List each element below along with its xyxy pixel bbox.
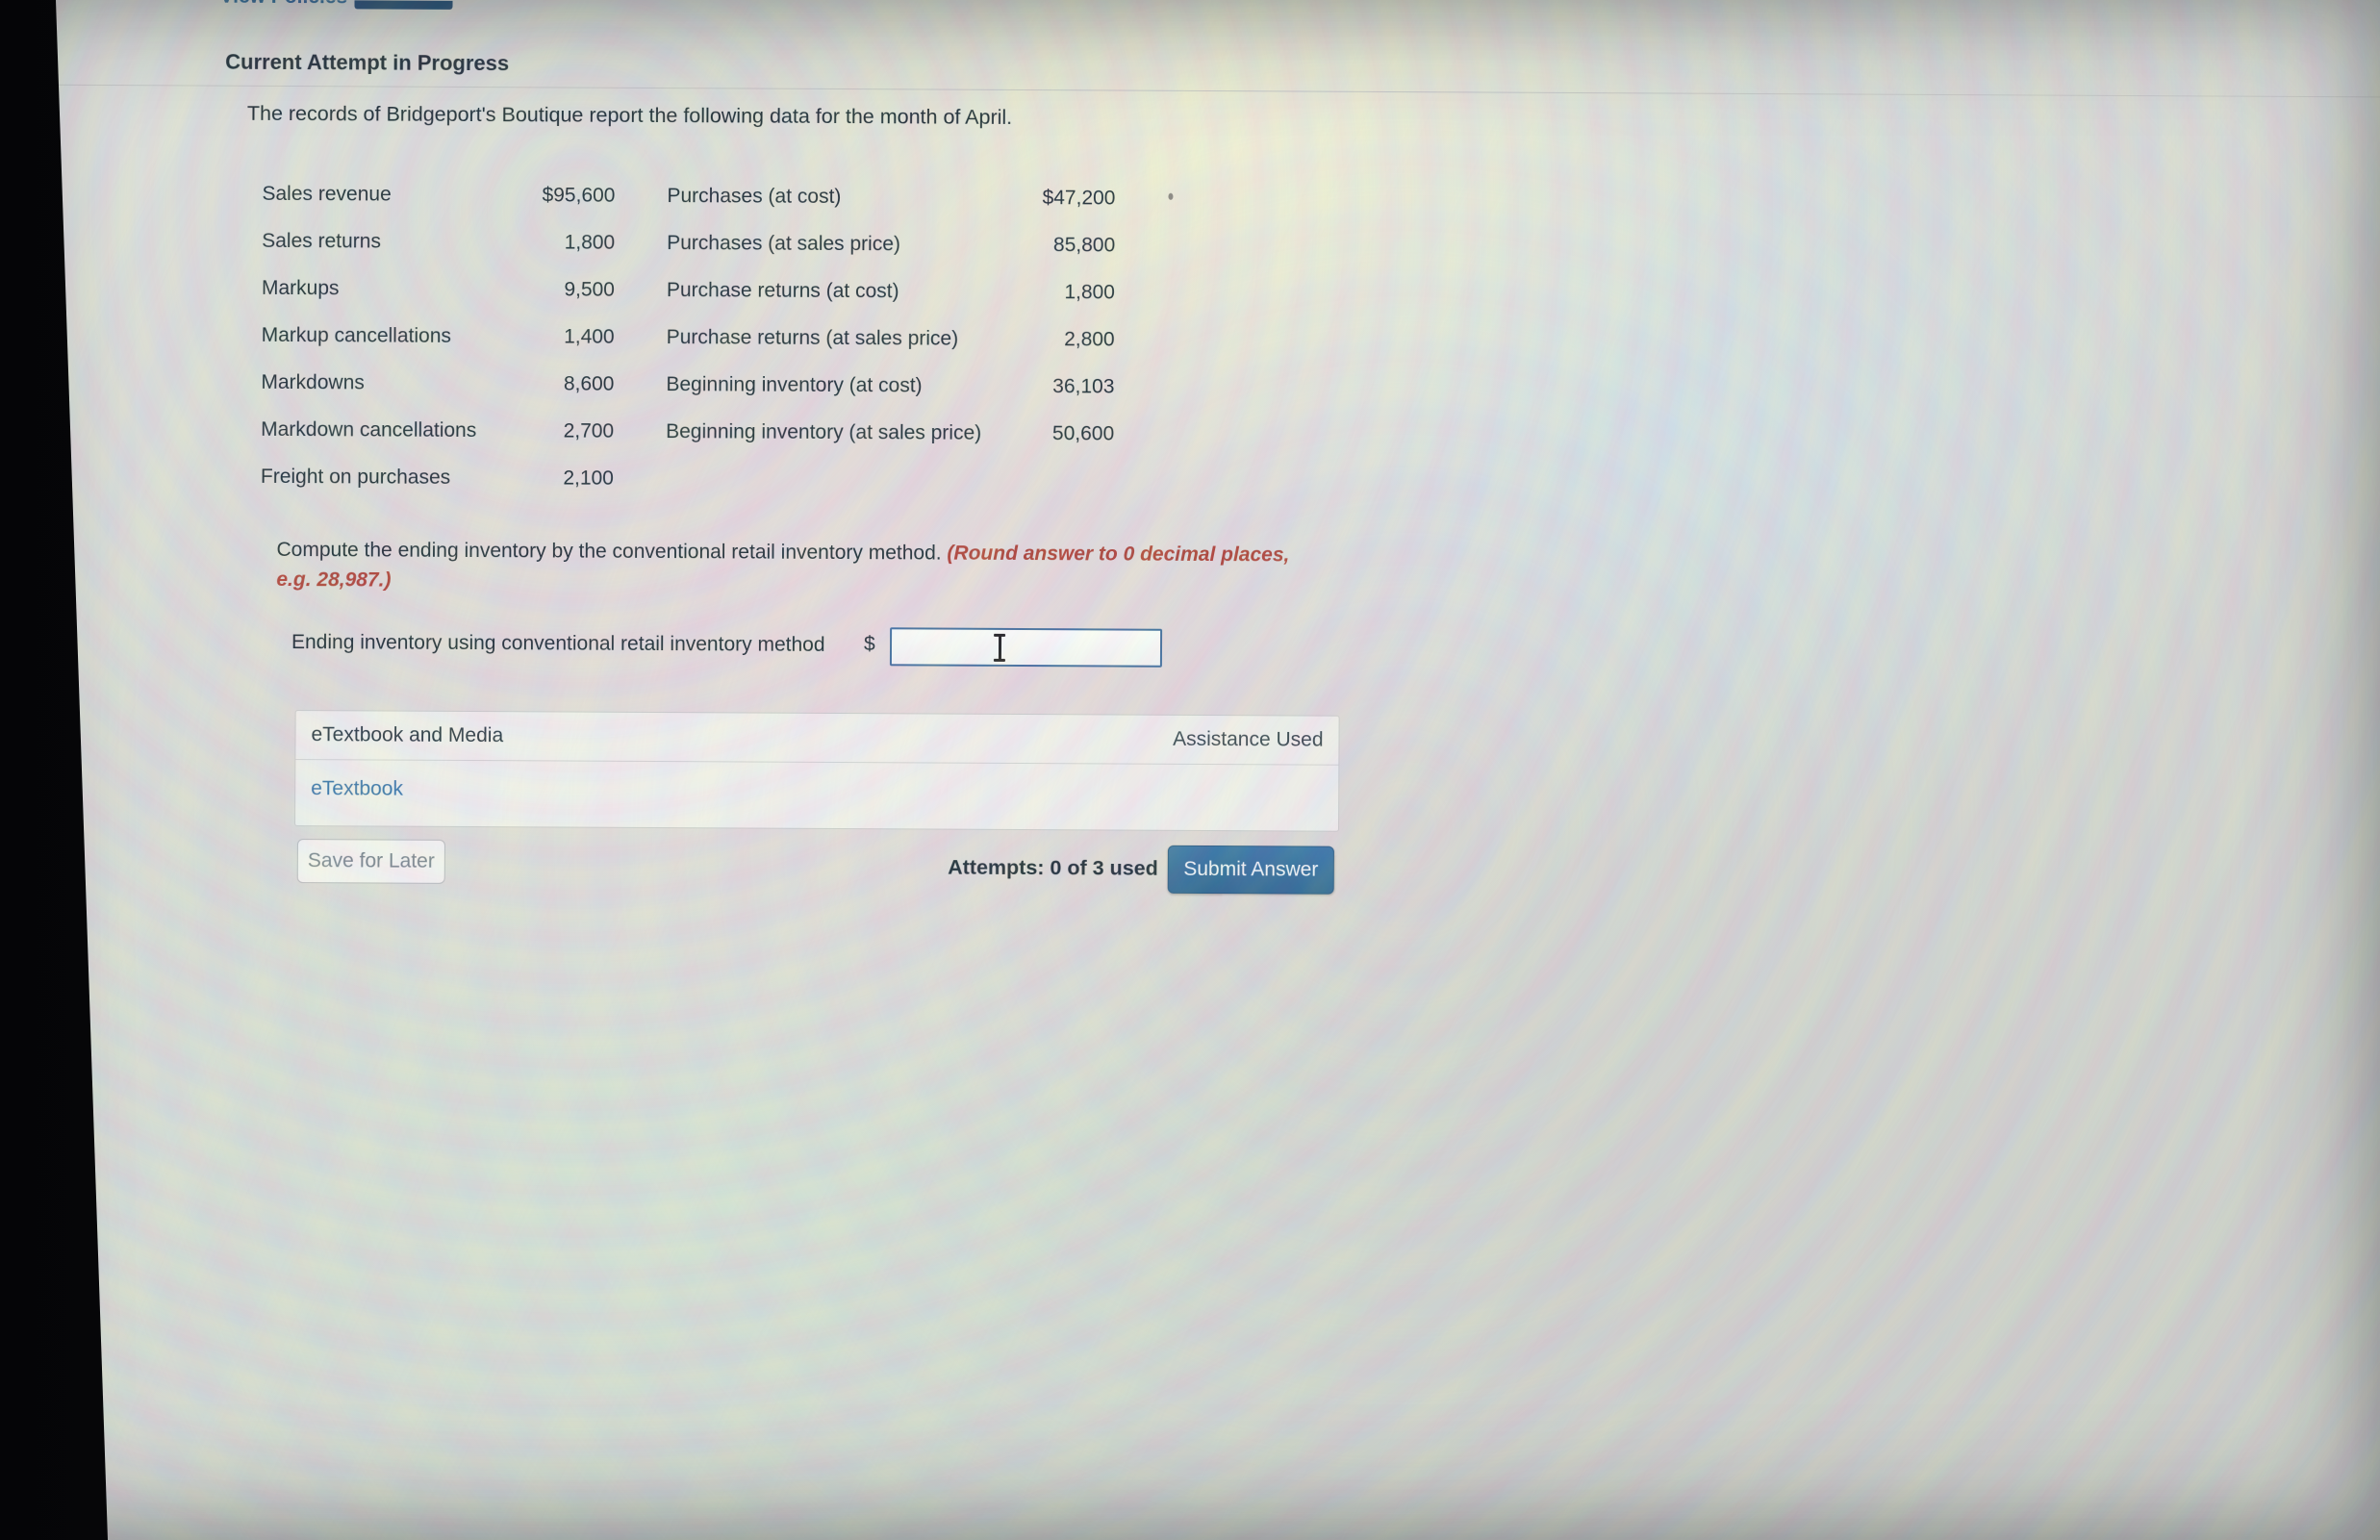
instructions-text: Compute the ending inventory by the conv… xyxy=(276,538,948,565)
row-label: Markups xyxy=(261,276,340,299)
table-row: Purchase returns (at sales price) 2,800 xyxy=(667,314,1115,363)
row-label: Purchases (at cost) xyxy=(667,184,842,208)
table-row: Markdowns 8,600 xyxy=(261,359,614,408)
etextbook-media-body: eTextbook xyxy=(295,760,1338,823)
dust-speck xyxy=(1168,192,1174,200)
data-table-left: Sales revenue $95,600 Sales returns 1,80… xyxy=(261,170,616,502)
row-label: Markup cancellations xyxy=(261,323,452,347)
row-value: 2,800 xyxy=(1064,327,1115,350)
row-value: 36,103 xyxy=(1052,374,1115,397)
row-label: Sales returns xyxy=(262,229,382,253)
row-label: Freight on purchases xyxy=(260,465,451,489)
rounding-note: (Round answer to 0 decimal places, xyxy=(947,542,1290,567)
row-value: 8,600 xyxy=(563,372,615,395)
cut-off-toolbar-fragment xyxy=(354,0,453,10)
row-value: 1,800 xyxy=(1064,280,1116,304)
row-label: Markdown cancellations xyxy=(261,417,477,442)
row-label: Purchases (at sales price) xyxy=(667,231,901,255)
section-title: Current Attempt in Progress xyxy=(225,49,510,76)
rounding-note-example: e.g. 28,987.) xyxy=(276,568,392,592)
row-value: $47,200 xyxy=(1042,186,1116,210)
row-label: Sales revenue xyxy=(262,182,392,206)
submit-answer-button[interactable]: Submit Answer xyxy=(1167,845,1334,895)
table-row: Purchases (at cost) $47,200 xyxy=(667,172,1115,221)
row-label: Beginning inventory (at cost) xyxy=(666,372,923,396)
row-value: 85,800 xyxy=(1052,233,1116,257)
table-row: Markups 9,500 xyxy=(262,265,615,314)
row-value: 2,700 xyxy=(563,419,615,442)
table-row: Freight on purchases 2,100 xyxy=(261,453,614,502)
table-row: Markup cancellations 1,400 xyxy=(262,312,615,361)
row-value: 1,400 xyxy=(564,325,615,348)
text-cursor-ibeam xyxy=(992,634,1007,662)
table-row: Beginning inventory (at sales price) 50,… xyxy=(666,408,1114,457)
table-row: Sales returns 1,800 xyxy=(262,217,615,266)
answer-label: Ending inventory using conventional reta… xyxy=(291,631,825,656)
row-label: Purchase returns (at cost) xyxy=(666,278,899,302)
assistance-used-link[interactable]: Assistance Used xyxy=(1173,727,1324,751)
etextbook-media-title[interactable]: eTextbook and Media xyxy=(311,723,504,747)
answer-input[interactable] xyxy=(889,627,1163,668)
table-row: Sales revenue $95,600 xyxy=(262,170,615,219)
instructions: Compute the ending inventory by the conv… xyxy=(276,535,1358,600)
row-value: $95,600 xyxy=(542,183,616,207)
etextbook-media-panel: eTextbook and Media Assistance Used eTex… xyxy=(294,710,1340,832)
attempts-counter: Attempts: 0 of 3 used xyxy=(948,855,1158,880)
row-label: Beginning inventory (at sales price) xyxy=(666,419,982,444)
row-value: 50,600 xyxy=(1051,421,1115,444)
cut-off-top-region: View Policies xyxy=(0,0,2380,22)
etextbook-link[interactable]: eTextbook xyxy=(311,777,404,800)
row-value: 2,100 xyxy=(563,466,614,490)
row-label: Markdowns xyxy=(261,370,365,393)
view-policies-link[interactable]: View Policies xyxy=(219,0,347,9)
etextbook-media-header-row: eTextbook and Media Assistance Used xyxy=(295,711,1339,766)
row-label: Purchase returns (at sales price) xyxy=(666,325,959,350)
currency-symbol: $ xyxy=(863,633,875,656)
table-row: Beginning inventory (at cost) 36,103 xyxy=(666,361,1114,410)
data-table-right: Purchases (at cost) $47,200 Purchases (a… xyxy=(666,172,1116,457)
problem-statement: The records of Bridgeport's Boutique rep… xyxy=(246,101,1013,129)
table-row: Purchases (at sales price) 85,800 xyxy=(667,219,1115,268)
save-for-later-button[interactable]: Save for Later xyxy=(296,839,445,884)
row-value: 9,500 xyxy=(564,278,616,301)
row-value: 1,800 xyxy=(564,231,616,254)
table-row: Purchase returns (at cost) 1,800 xyxy=(667,266,1115,316)
table-row: Markdown cancellations 2,700 xyxy=(261,406,614,455)
header-divider xyxy=(0,84,2380,98)
